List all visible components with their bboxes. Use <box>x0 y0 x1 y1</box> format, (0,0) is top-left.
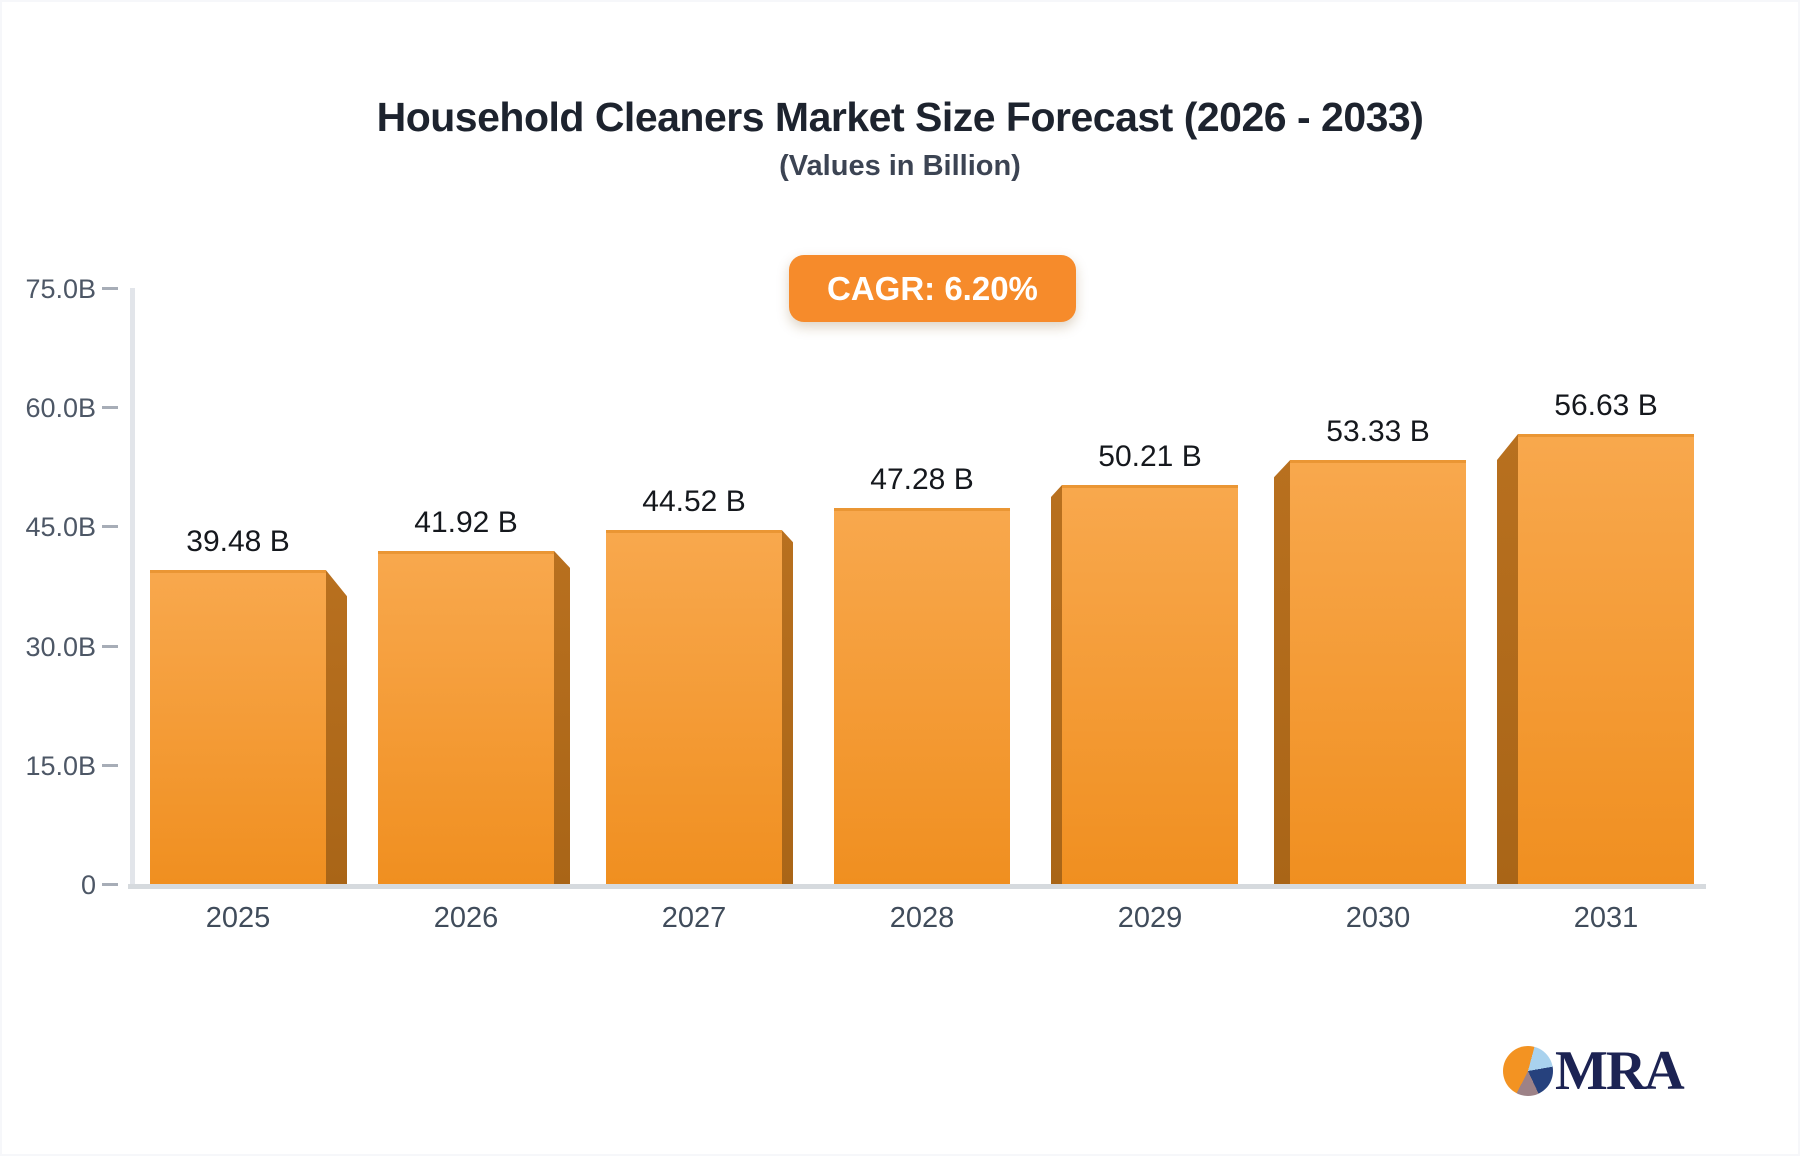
bar-value-label: 41.92 B <box>414 505 518 539</box>
bar <box>606 530 782 884</box>
bar <box>378 550 554 884</box>
bar-3d-side <box>554 550 570 884</box>
bar-value-label: 50.21 B <box>1098 439 1202 473</box>
x-tick-label: 2031 <box>1573 902 1639 934</box>
bar <box>1062 484 1238 884</box>
y-tick-label: 75.0B <box>25 274 96 304</box>
x-tick-label: 2027 <box>661 902 727 934</box>
bar-value-label: 47.28 B <box>870 463 974 497</box>
bar-3d-side <box>1497 433 1518 884</box>
y-tick-dash <box>102 763 118 767</box>
x-tick-label: 2025 <box>205 902 271 934</box>
bar-3d-side <box>326 570 347 884</box>
y-tick-dash <box>102 287 118 290</box>
y-axis-line <box>130 288 135 889</box>
x-tick-label: 2029 <box>1117 902 1183 934</box>
y-tick-label: 30.0B <box>25 631 96 662</box>
chart-title: Household Cleaners Market Size Forecast … <box>376 94 1424 140</box>
y-tick-label: 0 <box>80 870 96 900</box>
x-axis-line <box>128 884 1706 889</box>
y-tick-dash <box>102 525 118 529</box>
bar <box>1518 433 1694 884</box>
y-tick-dash <box>102 644 118 648</box>
bar-3d-side <box>782 530 793 884</box>
bar-value-label: 44.52 B <box>642 485 746 519</box>
x-tick-label: 2028 <box>889 902 955 934</box>
bar-3d-side <box>1274 460 1290 884</box>
y-tick-dash <box>102 883 118 886</box>
y-tick-label: 45.0B <box>25 512 96 543</box>
bar <box>150 570 326 884</box>
bar-value-label: 56.63 B <box>1554 388 1658 422</box>
cagr-badge: CAGR: 6.20% <box>789 255 1076 322</box>
bar-value-label: 39.48 B <box>186 525 290 559</box>
x-tick-label: 2030 <box>1345 902 1411 934</box>
pie-chart-logo-icon <box>1503 1046 1553 1096</box>
chart-subtitle: (Values in Billion) <box>779 150 1021 182</box>
bar <box>834 508 1010 884</box>
y-tick-label: 60.0B <box>25 393 96 424</box>
y-tick-label: 15.0B <box>25 750 96 781</box>
x-tick-label: 2026 <box>433 902 499 934</box>
y-tick-dash <box>102 406 118 410</box>
bar <box>1290 460 1466 884</box>
bar-value-label: 53.33 B <box>1326 415 1430 449</box>
bar-3d-side <box>1051 484 1062 884</box>
brand-logo-text: MRA <box>1555 1040 1685 1102</box>
